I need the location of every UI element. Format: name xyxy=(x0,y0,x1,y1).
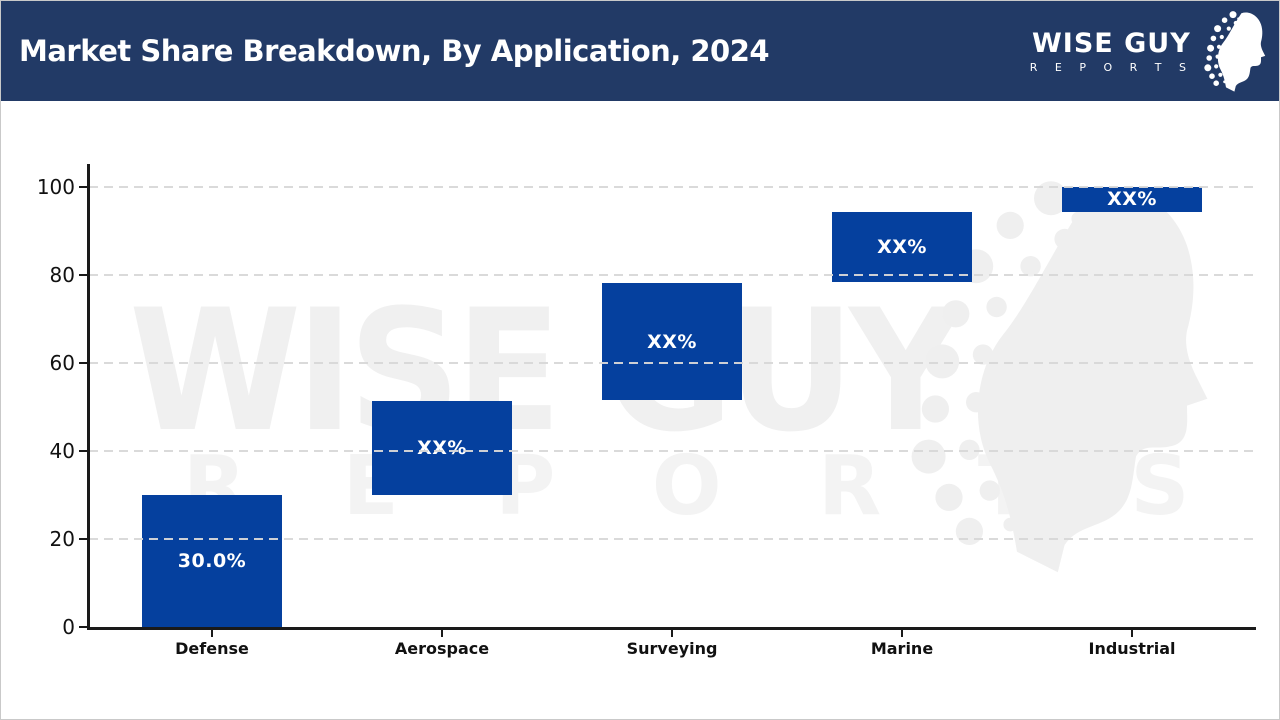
y-tick-label: 80 xyxy=(49,263,75,287)
logo-text: WISE GUY R E P O R T S xyxy=(1029,27,1193,74)
bar-value-label: XX% xyxy=(877,235,927,258)
bar-surveying: XX% xyxy=(602,282,742,401)
x-tick-mark-surveying xyxy=(671,629,673,637)
gridline-80 xyxy=(89,274,1257,276)
y-tick-mark-0 xyxy=(79,626,87,628)
x-tick-mark-aerospace xyxy=(441,629,443,637)
waterfall-chart: WISE GUY R E P O R T S 0 20 40 60 80 100 30.0%… xyxy=(1,101,1279,719)
x-axis-label-industrial: Industrial xyxy=(1088,639,1176,658)
y-tick-mark-40 xyxy=(79,450,87,452)
x-axis-label-defense: Defense xyxy=(175,639,249,658)
y-tick-mark-100 xyxy=(79,186,87,188)
gridline-60 xyxy=(89,362,1257,364)
x-tick-mark-marine xyxy=(901,629,903,637)
bar-industrial: XX% xyxy=(1062,187,1202,212)
x-tick-mark-industrial xyxy=(1131,629,1133,637)
y-tick-label: 40 xyxy=(49,439,75,463)
x-axis-label-marine: Marine xyxy=(870,639,934,658)
watermark-wordmark: WISE GUY xyxy=(129,273,962,469)
watermark-tagline: R E P O R T S xyxy=(183,439,1224,534)
y-tick-mark-80 xyxy=(79,274,87,276)
bar-value-label: 30.0% xyxy=(177,550,247,572)
y-tick-label: 0 xyxy=(62,615,75,639)
y-tick-label: 20 xyxy=(49,527,75,551)
y-tick-label: 60 xyxy=(49,351,75,375)
x-axis xyxy=(87,627,1256,630)
bar-value-label: XX% xyxy=(417,436,467,459)
logo-wordmark: WISE GUY xyxy=(1032,27,1191,59)
y-axis xyxy=(87,164,90,629)
y-tick-label: 100 xyxy=(36,175,75,199)
y-tick-mark-60 xyxy=(79,362,87,364)
logo-tagline: R E P O R T S xyxy=(1029,60,1193,74)
bar-value-label: XX% xyxy=(1107,188,1157,211)
bar-value-label: XX% xyxy=(647,330,697,353)
bar-defense: 30.0% xyxy=(142,495,282,627)
x-tick-mark-defense xyxy=(211,629,213,637)
x-axis-label-surveying: Surveying xyxy=(626,639,718,658)
gridline-20 xyxy=(89,538,1257,540)
bar-aerospace: XX% xyxy=(372,400,512,495)
x-axis-label-aerospace: Aerospace xyxy=(394,639,490,658)
header-bar: Market Share Breakdown, By Application, … xyxy=(1,1,1279,101)
wiseguy-head-icon xyxy=(1204,11,1266,92)
y-tick-mark-20 xyxy=(79,538,87,540)
chart-title: Market Share Breakdown, By Application, … xyxy=(19,34,770,68)
gridline-40 xyxy=(89,450,1257,452)
gridline-100 xyxy=(89,186,1257,188)
bar-marine: XX% xyxy=(832,212,972,282)
wiseguy-logo: WISE GUY R E P O R T S xyxy=(1029,9,1279,93)
